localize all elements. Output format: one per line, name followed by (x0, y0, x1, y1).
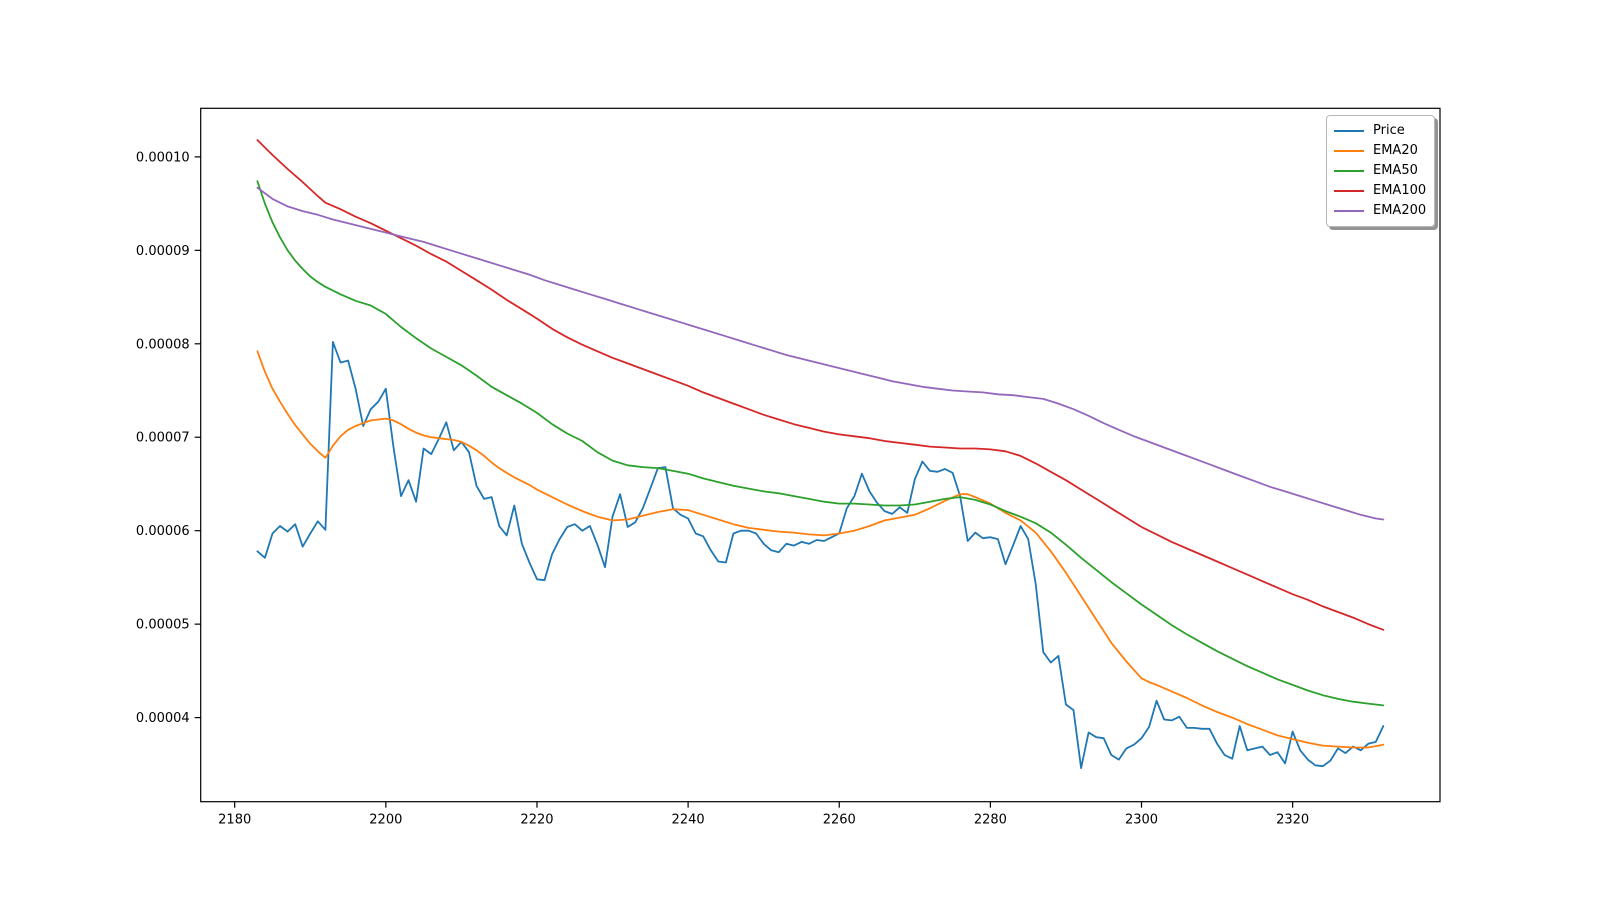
legend-swatch-price (1334, 130, 1364, 132)
legend-entry-ema20: EMA20 (1334, 141, 1426, 161)
legend-label: EMA100 (1373, 183, 1427, 198)
legend-swatch-ema200 (1334, 210, 1364, 212)
legend-label: EMA50 (1373, 163, 1418, 178)
legend-label: EMA200 (1373, 203, 1427, 218)
y-tick-label: 0.00008 (136, 337, 190, 352)
y-tick-label: 0.00007 (136, 431, 190, 446)
legend-swatch-ema20 (1334, 150, 1364, 152)
legend-entry-ema100: EMA100 (1334, 181, 1426, 201)
ema200-line (256, 186, 1385, 521)
ema100-line (256, 139, 1385, 631)
x-tick-label: 2240 (672, 813, 705, 828)
legend-swatch-ema50 (1334, 170, 1364, 172)
y-tick-label: 0.00009 (136, 244, 190, 259)
ema20-line (256, 350, 1385, 749)
y-tick-label: 0.00010 (136, 150, 190, 165)
x-tick-label: 2280 (974, 813, 1007, 828)
x-tick-label: 2320 (1276, 813, 1309, 828)
legend-entry-ema50: EMA50 (1334, 161, 1426, 181)
legend: Price EMA20 EMA50 EMA100 EMA200 (1326, 115, 1436, 227)
x-tick-label: 2260 (823, 813, 856, 828)
legend-entry-ema200: EMA200 (1334, 201, 1426, 221)
x-tick-label: 2200 (369, 813, 402, 828)
ema50-line (256, 180, 1385, 707)
legend-swatch-ema100 (1334, 190, 1364, 192)
x-tick-label: 2180 (218, 813, 251, 828)
y-tick-label: 0.00006 (136, 524, 190, 539)
legend-entry-price: Price (1334, 121, 1426, 141)
legend-label: Price (1373, 123, 1405, 138)
x-tick-label: 2220 (520, 813, 553, 828)
y-tick-label: 0.00005 (136, 618, 190, 633)
legend-label: EMA20 (1373, 143, 1418, 158)
y-tick-label: 0.00004 (136, 711, 190, 726)
price-line (256, 340, 1385, 769)
plot-frame (200, 107, 1441, 803)
x-tick-label: 2300 (1125, 813, 1158, 828)
